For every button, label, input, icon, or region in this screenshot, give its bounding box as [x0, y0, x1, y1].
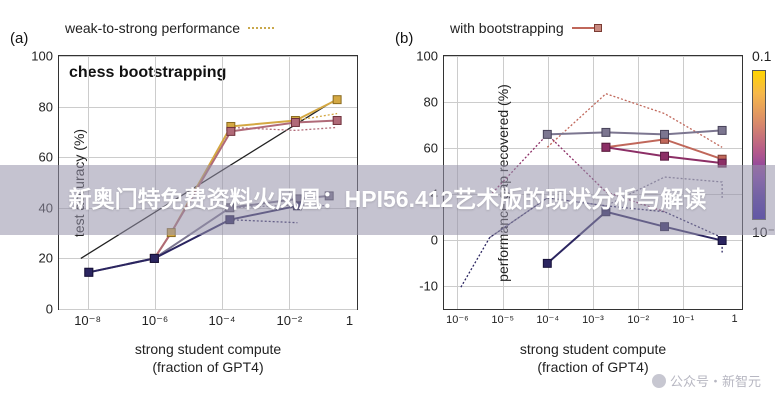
dotted-salmon-line: [547, 94, 722, 148]
panel-a-ytick: 60: [39, 150, 53, 165]
panel-b-ytick: 100: [416, 49, 438, 64]
panel-b-ytick: 60: [424, 141, 438, 156]
panel-a-x-axis-title: strong student compute (fraction of GPT4…: [135, 341, 281, 376]
series-slate-line[interactable]: [547, 130, 722, 134]
panel-b-x-axis-title: strong student compute (fraction of GPT4…: [520, 341, 666, 376]
panel-a-xtick: 10⁻²: [277, 313, 303, 329]
panel-a-xtick: 10⁻⁴: [209, 313, 236, 329]
data-point[interactable]: [718, 237, 726, 245]
panel-a-xtick: 10⁻⁸: [74, 313, 101, 329]
panel-a-ytick: 100: [31, 49, 53, 64]
panel-a-legend-swatch: [248, 27, 274, 29]
panel-b-legend: with bootstrapping: [450, 20, 602, 36]
panel-b-xtick: 10⁻⁶: [446, 313, 469, 326]
panel-b-xtick: 10⁻⁴: [536, 313, 559, 326]
panel-b-legend-label: with bootstrapping: [450, 20, 564, 36]
data-point[interactable]: [85, 268, 93, 276]
panel-b-legend-swatch: [572, 24, 602, 32]
panel-b-xtick: 10⁻³: [582, 313, 604, 326]
panel-b-xtick: 10⁻¹: [672, 313, 694, 326]
panel-b-label: (b): [395, 30, 413, 47]
data-point[interactable]: [602, 143, 610, 151]
watermark-icon: [652, 374, 666, 388]
colorbar-top-label: 0.1: [752, 48, 771, 64]
panel-a-label: (a): [10, 30, 28, 47]
panel-b-xtick: 1: [731, 313, 737, 325]
panel-b-xtick: 10⁻⁵: [491, 313, 514, 326]
data-point[interactable]: [661, 152, 669, 160]
data-point[interactable]: [718, 126, 726, 134]
data-point[interactable]: [602, 128, 610, 136]
data-point[interactable]: [543, 259, 551, 267]
panel-a-xtick: 10⁻⁶: [142, 313, 169, 329]
panel-b-ytick: 80: [424, 95, 438, 110]
data-point[interactable]: [291, 119, 299, 127]
data-point[interactable]: [661, 130, 669, 138]
figure-container: (a) weak-to-strong performance chess boo…: [0, 0, 775, 400]
panel-b-xtick: 10⁻²: [627, 313, 649, 326]
panel-a-ytick: 20: [39, 251, 53, 266]
panel-a-legend: weak-to-strong performance: [65, 20, 274, 36]
panel-a-xtick: 1: [346, 313, 353, 328]
data-point[interactable]: [543, 130, 551, 138]
watermark: 公众号・新智元: [652, 371, 761, 390]
data-point[interactable]: [150, 254, 158, 262]
panel-b-ytick: -10: [419, 278, 438, 293]
overlay-text: 新奥门特免费资料火凤凰：HPI56.412艺术版的现状分析与解读: [69, 185, 707, 215]
panel-a-ytick: 80: [39, 99, 53, 114]
gridline: [59, 309, 357, 310]
data-point[interactable]: [333, 117, 341, 125]
panel-a-ytick: 0: [46, 302, 53, 317]
watermark-text: 公众号・新智元: [670, 371, 761, 390]
panel-a-legend-label: weak-to-strong performance: [65, 20, 240, 36]
data-point[interactable]: [227, 127, 235, 135]
overlay-banner: 新奥门特免费资料火凤凰：HPI56.412艺术版的现状分析与解读: [0, 165, 775, 235]
data-point[interactable]: [333, 96, 341, 104]
